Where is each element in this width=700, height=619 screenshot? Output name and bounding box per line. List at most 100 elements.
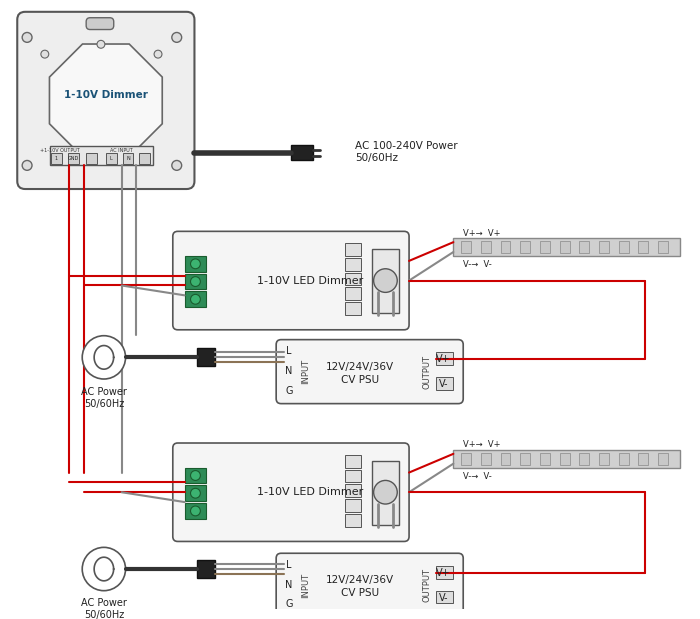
Text: INPUT: INPUT (301, 573, 310, 598)
Polygon shape (50, 44, 162, 157)
Text: V+→  V+: V+→ V+ (463, 441, 500, 449)
Circle shape (22, 160, 32, 170)
Bar (106, 153, 117, 165)
Bar (345, 499, 361, 512)
Bar (619, 453, 629, 465)
Bar (372, 249, 399, 313)
Circle shape (374, 480, 398, 504)
Text: V-: V- (439, 592, 448, 602)
Text: N: N (126, 156, 130, 161)
Text: CV PSU: CV PSU (341, 588, 379, 598)
Text: 1-10V Dimmer: 1-10V Dimmer (64, 90, 148, 100)
Bar (185, 503, 206, 519)
Text: +1-10V OUTPUT: +1-10V OUTPUT (40, 148, 80, 153)
Bar (345, 287, 361, 300)
Bar (540, 453, 550, 465)
Circle shape (190, 277, 200, 287)
Text: 50/60Hz: 50/60Hz (84, 399, 124, 409)
Text: 12V/24V/36V: 12V/24V/36V (326, 361, 394, 372)
Text: 1-10V LED Dimmer: 1-10V LED Dimmer (258, 487, 364, 497)
Bar (139, 153, 150, 165)
Bar (580, 453, 589, 465)
Bar (500, 241, 510, 253)
Bar (291, 145, 313, 160)
Bar (185, 485, 206, 501)
Bar (540, 241, 550, 253)
Bar (454, 238, 680, 256)
Bar (345, 273, 361, 285)
Circle shape (374, 269, 398, 292)
Bar (345, 243, 361, 256)
Bar (345, 302, 361, 315)
FancyBboxPatch shape (18, 12, 195, 189)
Text: V+: V+ (436, 354, 451, 365)
Text: V-→  V-: V-→ V- (463, 261, 492, 269)
Bar (372, 461, 399, 525)
Bar (197, 348, 215, 366)
Bar (520, 241, 530, 253)
Text: L: L (286, 560, 292, 570)
Text: OUTPUT: OUTPUT (422, 355, 431, 389)
Text: AC INPUT: AC INPUT (110, 148, 133, 153)
Bar (560, 241, 570, 253)
Bar (435, 566, 454, 579)
Bar (658, 241, 668, 253)
Bar (345, 484, 361, 497)
Bar (599, 453, 609, 465)
Bar (520, 453, 530, 465)
Bar (69, 153, 79, 165)
Circle shape (190, 259, 200, 269)
Bar (345, 470, 361, 482)
Circle shape (190, 295, 200, 304)
Bar (461, 453, 471, 465)
Bar (86, 153, 97, 165)
Circle shape (41, 50, 49, 58)
Bar (345, 258, 361, 271)
Bar (638, 241, 648, 253)
Bar (481, 241, 491, 253)
Text: V-→  V-: V-→ V- (463, 472, 492, 481)
Circle shape (172, 160, 182, 170)
Bar (435, 377, 454, 390)
FancyBboxPatch shape (276, 340, 463, 404)
Text: V+: V+ (436, 568, 451, 578)
Text: G: G (285, 386, 293, 396)
Bar (122, 153, 134, 165)
Bar (185, 467, 206, 483)
Circle shape (82, 547, 125, 591)
Text: 50/60Hz: 50/60Hz (355, 154, 398, 163)
Bar (461, 241, 471, 253)
FancyBboxPatch shape (173, 443, 409, 542)
Text: GND: GND (68, 156, 80, 161)
Bar (185, 292, 206, 307)
Text: V+→  V+: V+→ V+ (463, 229, 500, 238)
Circle shape (190, 506, 200, 516)
Bar (197, 560, 215, 578)
Bar (50, 145, 153, 165)
Bar (500, 453, 510, 465)
Bar (345, 514, 361, 527)
Text: 1: 1 (55, 156, 57, 161)
Bar (50, 153, 62, 165)
Bar (185, 256, 206, 272)
Bar (580, 241, 589, 253)
Bar (481, 453, 491, 465)
Text: 1-10V LED Dimmer: 1-10V LED Dimmer (258, 275, 364, 285)
Text: 12V/24V/36V: 12V/24V/36V (326, 575, 394, 586)
FancyBboxPatch shape (276, 553, 463, 617)
Circle shape (22, 32, 32, 42)
Text: G: G (285, 599, 293, 610)
Bar (619, 241, 629, 253)
Circle shape (154, 50, 162, 58)
Bar (435, 352, 454, 365)
Circle shape (97, 40, 105, 48)
Bar (560, 453, 570, 465)
Text: INPUT: INPUT (301, 359, 310, 384)
Bar (638, 453, 648, 465)
Text: AC Power: AC Power (81, 387, 127, 397)
Bar (435, 591, 454, 604)
Circle shape (172, 32, 182, 42)
Text: CV PSU: CV PSU (341, 374, 379, 384)
Bar (185, 274, 206, 290)
Text: AC Power: AC Power (81, 599, 127, 608)
